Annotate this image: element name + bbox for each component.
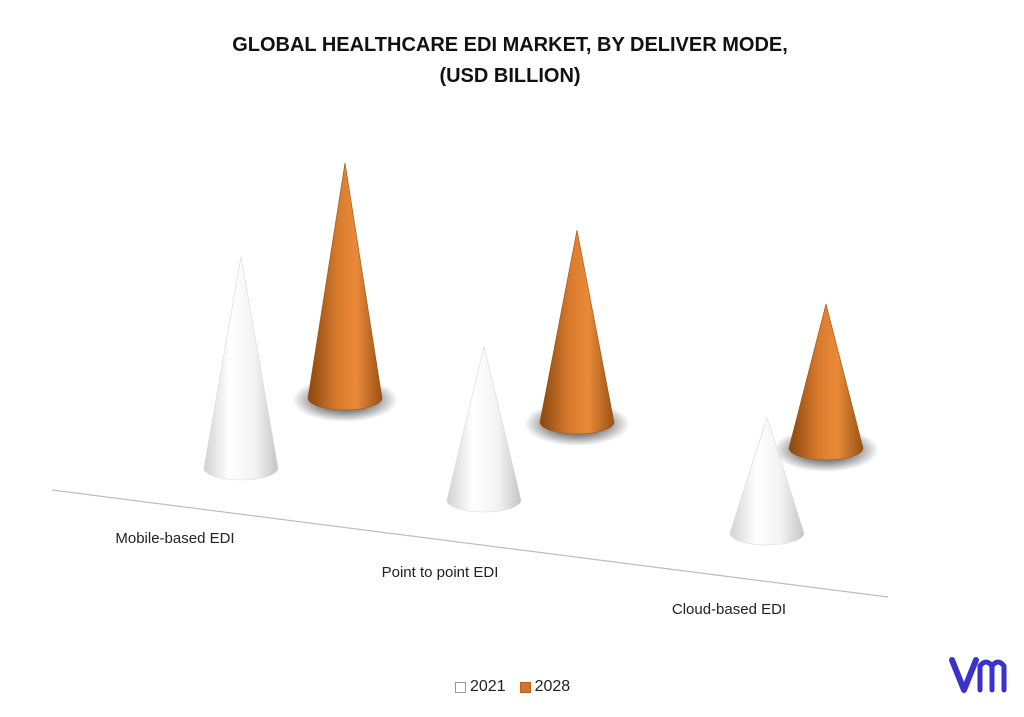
legend-label-2021: 2021: [470, 678, 506, 695]
cone-2028-cloud-based-edi: [788, 303, 864, 461]
legend-item-2021: 2021: [455, 678, 506, 696]
cone-2021-cloud-based-edi: [729, 416, 805, 546]
legend-swatch-2028: [519, 681, 531, 693]
legend-item-2028: 2028: [519, 678, 571, 696]
legend: 2021 2028: [455, 678, 578, 696]
chart-title: GLOBAL HEALTHCARE EDI MARKET, BY DELIVER…: [150, 30, 870, 92]
cone-2021-mobile-based-edi: [203, 256, 279, 481]
chart-floor-line: [51, 489, 889, 598]
cone-2021-point-to-point-edi: [446, 346, 522, 513]
legend-swatch-2021: [455, 681, 466, 693]
chart-title-line-2: (USD BILLION): [439, 65, 581, 87]
chart-title-line-1: GLOBAL HEALTHCARE EDI MARKET, BY DELIVER…: [232, 34, 788, 56]
cone-2028-mobile-based-edi: [307, 162, 383, 411]
category-label-cloud-based-edi: Cloud-based EDI: [672, 601, 786, 618]
category-label-mobile-based-edi: Mobile-based EDI: [115, 530, 234, 547]
cone-2028-point-to-point-edi: [539, 229, 615, 435]
legend-label-2028: 2028: [534, 678, 571, 695]
vmr-logo-icon: [949, 657, 1007, 693]
category-label-point-to-point-edi: Point to point EDI: [382, 564, 499, 581]
